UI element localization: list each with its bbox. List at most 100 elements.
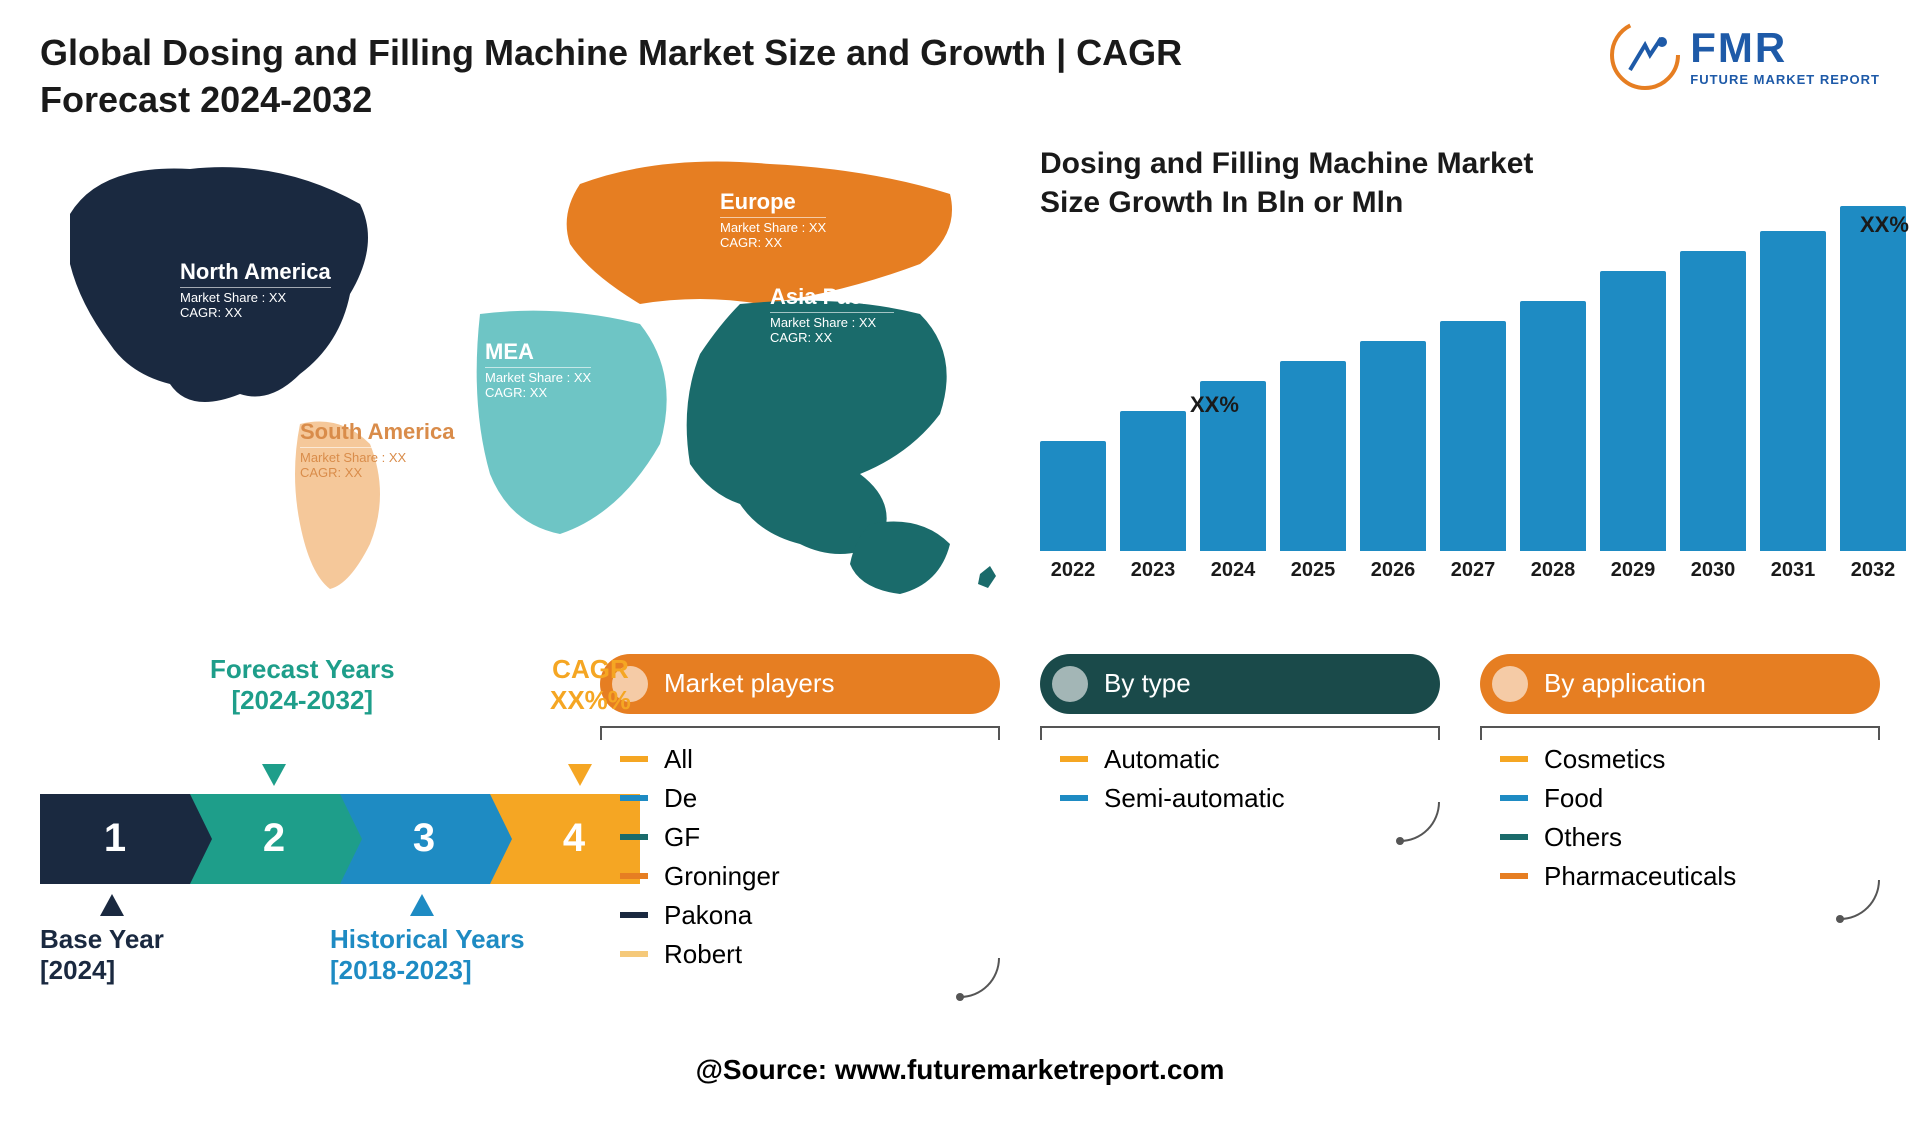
- list-item: GF: [620, 822, 970, 853]
- chart-bar-2028: 2028: [1520, 301, 1586, 582]
- list-item: De: [620, 783, 970, 814]
- chart-annotation: XX%: [1190, 392, 1239, 418]
- pill-dot-icon: [1492, 666, 1528, 702]
- chart-bar-2027: 2027: [1440, 321, 1506, 582]
- category-panel-by-application: By application Cosmetics Food Others Pharmac…: [1480, 654, 1880, 1014]
- list-item: Groninger: [620, 861, 970, 892]
- bullet-icon: [1500, 795, 1528, 801]
- bullet-icon: [620, 756, 648, 762]
- pill-title: By application: [1544, 668, 1706, 699]
- chart-year-label: 2023: [1131, 559, 1176, 582]
- pill-title: Market players: [664, 668, 835, 699]
- base-year-label: Base Year [2024]: [40, 924, 164, 986]
- chart-year-label: 2027: [1451, 559, 1496, 582]
- bullet-icon: [620, 912, 648, 918]
- map-region-mea: MEAMarket Share : XXCAGR: XX: [485, 339, 591, 400]
- map-region-north-america: North AmericaMarket Share : XXCAGR: XX: [180, 259, 331, 320]
- list-item-label: All: [664, 744, 693, 775]
- category-panel-by-type: By type Automatic Semi-automatic: [1040, 654, 1440, 1014]
- chart-bar-2025: 2025: [1280, 361, 1346, 582]
- hist-arrow-icon: [410, 894, 434, 916]
- chart-year-label: 2028: [1531, 559, 1576, 582]
- chart-year-label: 2024: [1211, 559, 1256, 582]
- bullet-icon: [1060, 795, 1088, 801]
- chart-annotation: XX%: [1860, 212, 1909, 238]
- category-list: All De GF Groninger Pakona Robert: [600, 726, 1000, 998]
- category-list: Automatic Semi-automatic: [1040, 726, 1440, 842]
- list-item: Others: [1500, 822, 1850, 853]
- timeline-seg-2: 2: [190, 794, 340, 884]
- list-item-label: Automatic: [1104, 744, 1220, 775]
- chart-year-label: 2025: [1291, 559, 1336, 582]
- list-item-label: Food: [1544, 783, 1603, 814]
- chart-year-label: 2030: [1691, 559, 1736, 582]
- list-item: Food: [1500, 783, 1850, 814]
- bullet-icon: [1500, 873, 1528, 879]
- chart-bar-2022: 2022: [1040, 441, 1106, 582]
- category-list: Cosmetics Food Others Pharmaceuticals: [1480, 726, 1880, 920]
- chart-year-label: 2022: [1051, 559, 1096, 582]
- chart-bar-2031: 2031: [1760, 231, 1826, 582]
- list-item-label: Groninger: [664, 861, 780, 892]
- bullet-icon: [620, 951, 648, 957]
- list-item-label: GF: [664, 822, 700, 853]
- list-item: Semi-automatic: [1060, 783, 1410, 814]
- forecast-arrow-icon: [262, 764, 286, 786]
- growth-chart-panel: Dosing and Filling Machine Market Size G…: [1040, 144, 1906, 604]
- chart-title: Dosing and Filling Machine Market Size G…: [1040, 144, 1540, 222]
- bullet-icon: [620, 795, 648, 801]
- bullet-icon: [620, 834, 648, 840]
- bullet-icon: [1060, 756, 1088, 762]
- baseyear-arrow-icon: [100, 894, 124, 916]
- chart-year-label: 2029: [1611, 559, 1656, 582]
- list-item-label: Semi-automatic: [1104, 783, 1285, 814]
- map-region-asia-pacific: Asia PacificMarket Share : XXCAGR: XX: [770, 284, 894, 345]
- timeline-panel: Forecast Years [2024-2032] CAGR XX%% 1 2…: [40, 654, 570, 1014]
- page-title: Global Dosing and Filling Machine Market…: [40, 30, 1340, 124]
- list-item-label: Pakona: [664, 900, 752, 931]
- bullet-icon: [1500, 834, 1528, 840]
- list-item-label: Cosmetics: [1544, 744, 1665, 775]
- list-item: Cosmetics: [1500, 744, 1850, 775]
- list-item-label: De: [664, 783, 697, 814]
- bullet-icon: [620, 873, 648, 879]
- fmr-logo-icon: [1610, 20, 1680, 90]
- logo-text-sub: FUTURE MARKET REPORT: [1690, 72, 1880, 87]
- chart-year-label: 2026: [1371, 559, 1416, 582]
- list-item: Pharmaceuticals: [1500, 861, 1850, 892]
- list-item-label: Others: [1544, 822, 1622, 853]
- world-map-panel: North AmericaMarket Share : XXCAGR: XX So…: [40, 144, 1000, 604]
- map-region-south-america: South AmericaMarket Share : XXCAGR: XX: [300, 419, 454, 480]
- chart-bars-container: XX%XX%2022202320242025202620272028202920…: [1040, 242, 1906, 582]
- list-item: Pakona: [620, 900, 970, 931]
- historical-years-label: Historical Years [2018-2023]: [330, 924, 525, 986]
- category-panel-market-players: Market players All De GF Groninger Pakona Robe…: [600, 654, 1000, 1014]
- timeline-strip: 1 2 3 4: [40, 794, 640, 884]
- source-attribution: @Source: www.futuremarketreport.com: [40, 1054, 1880, 1086]
- forecast-years-label: Forecast Years [2024-2032]: [210, 654, 395, 716]
- list-item-label: Robert: [664, 939, 742, 970]
- category-pill: By type: [1040, 654, 1440, 714]
- pill-title: By type: [1104, 668, 1191, 699]
- cagr-arrow-icon: [568, 764, 592, 786]
- pill-dot-icon: [1052, 666, 1088, 702]
- category-pill: By application: [1480, 654, 1880, 714]
- bullet-icon: [1500, 756, 1528, 762]
- list-item: All: [620, 744, 970, 775]
- chart-year-label: 2032: [1851, 559, 1896, 582]
- chart-bar-2026: 2026: [1360, 341, 1426, 582]
- category-pill: Market players: [600, 654, 1000, 714]
- list-item: Robert: [620, 939, 970, 970]
- list-item-label: Pharmaceuticals: [1544, 861, 1736, 892]
- chart-bar-2030: 2030: [1680, 251, 1746, 582]
- timeline-seg-1: 1: [40, 794, 190, 884]
- chart-bar-2029: 2029: [1600, 271, 1666, 582]
- chart-year-label: 2031: [1771, 559, 1816, 582]
- chart-bar-2032: 2032: [1840, 206, 1906, 582]
- list-item: Automatic: [1060, 744, 1410, 775]
- brand-logo: FMR FUTURE MARKET REPORT: [1610, 20, 1880, 90]
- cagr-label: CAGR XX%%: [550, 654, 631, 716]
- logo-text-main: FMR: [1690, 24, 1880, 72]
- chart-bar-2023: 2023: [1120, 411, 1186, 582]
- map-region-europe: EuropeMarket Share : XXCAGR: XX: [720, 189, 826, 250]
